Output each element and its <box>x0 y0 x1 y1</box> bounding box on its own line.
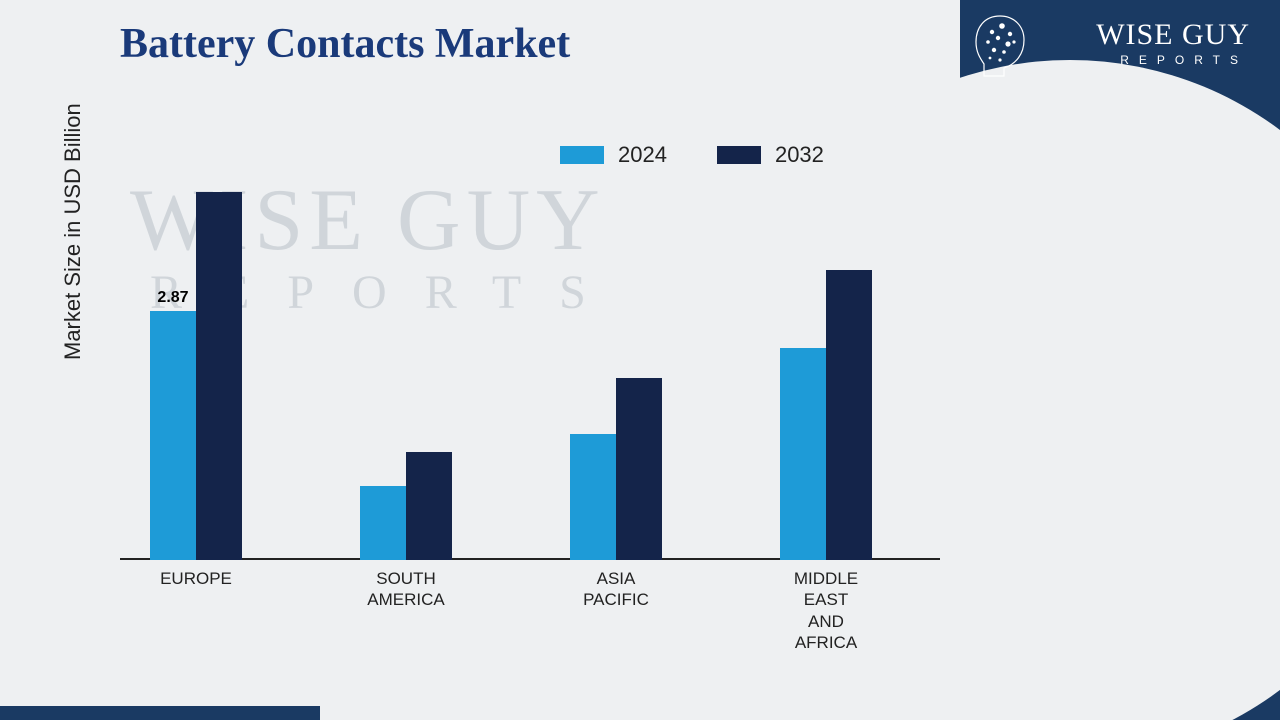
legend-swatch-2024 <box>560 146 604 164</box>
legend-item-2032: 2032 <box>717 142 824 168</box>
bar <box>616 378 662 560</box>
bar <box>150 311 196 560</box>
bar <box>780 348 826 560</box>
chart-title: Battery Contacts Market <box>120 20 570 68</box>
y-axis-label: Market Size in USD Billion <box>60 103 86 360</box>
legend-swatch-2032 <box>717 146 761 164</box>
plot-area: 2.87EUROPESOUTHAMERICAASIAPACIFICMIDDLEE… <box>120 170 940 560</box>
legend-label-2024: 2024 <box>618 142 667 168</box>
bar <box>406 452 452 560</box>
legend-item-2024: 2024 <box>560 142 667 168</box>
bar <box>196 192 242 560</box>
brand-logo-main: WISE GUY <box>1096 20 1250 50</box>
brand-logo: WISE GUY REPORTS <box>1096 20 1250 66</box>
bar <box>360 486 406 560</box>
bottom-accent-bar <box>0 706 320 720</box>
legend-label-2032: 2032 <box>775 142 824 168</box>
x-axis-label: ASIAPACIFIC <box>536 568 696 611</box>
chart-stage: Battery Contacts Market WISE GUY REPORTS… <box>0 0 1280 720</box>
legend: 2024 2032 <box>560 142 824 168</box>
brand-logo-sub: REPORTS <box>1096 54 1248 66</box>
bar <box>826 270 872 560</box>
x-axis-label: MIDDLEEASTANDAFRICA <box>746 568 906 653</box>
brand-word-1: WISE GUY <box>1096 18 1250 51</box>
x-axis-label: SOUTHAMERICA <box>326 568 486 611</box>
x-axis-label: EUROPE <box>116 568 276 589</box>
bar <box>570 434 616 560</box>
logo-head-icon <box>970 12 1030 82</box>
